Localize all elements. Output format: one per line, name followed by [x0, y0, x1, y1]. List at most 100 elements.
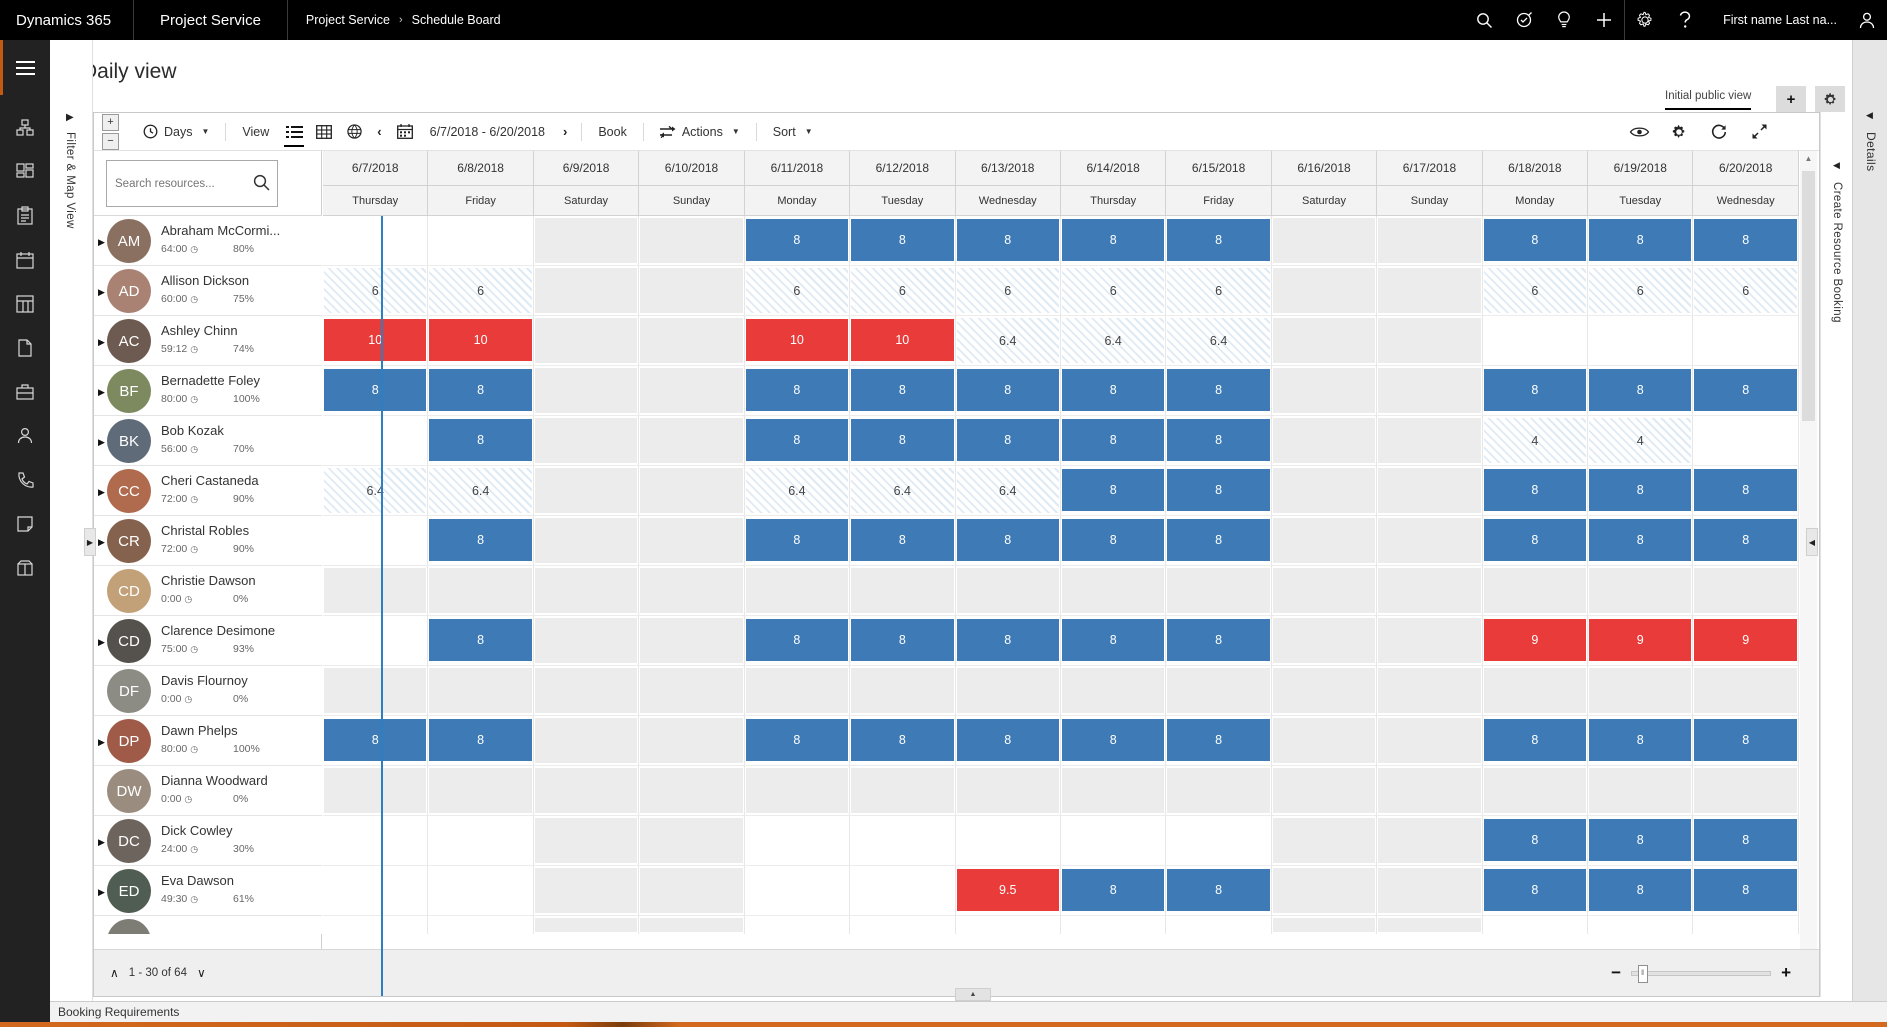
- grid-cell[interactable]: 6: [323, 266, 429, 315]
- booking-bar-overbooked[interactable]: 10: [324, 319, 427, 361]
- grid-cell[interactable]: 8: [1061, 616, 1167, 665]
- booking-bar-partial[interactable]: 6: [1167, 268, 1270, 313]
- scrollbar-thumb[interactable]: [1802, 171, 1815, 421]
- grid-cell[interactable]: [323, 816, 429, 865]
- booking-bar-booked[interactable]: 8: [1167, 619, 1270, 661]
- grid-cell[interactable]: 8: [1588, 516, 1694, 565]
- calendar-icon[interactable]: [390, 117, 420, 147]
- details-panel[interactable]: ◀ Details: [1852, 40, 1887, 1027]
- grid-cell[interactable]: [1693, 416, 1799, 465]
- expand-row-icon[interactable]: ▶: [98, 337, 105, 347]
- grid-cell[interactable]: [1588, 916, 1694, 934]
- grid-cell[interactable]: [534, 816, 640, 865]
- grid-cell[interactable]: [1272, 566, 1378, 615]
- grid-cell[interactable]: 8: [428, 616, 534, 665]
- booking-bar-partial[interactable]: 6: [851, 268, 954, 313]
- grid-cell[interactable]: 8: [1166, 516, 1272, 565]
- booking-bar-partial[interactable]: 6.4: [1061, 318, 1165, 363]
- grid-cell[interactable]: 8: [745, 716, 851, 765]
- collapse-left-icon[interactable]: ◀: [1866, 110, 1873, 120]
- search-icon[interactable]: [1464, 0, 1504, 40]
- grid-cell[interactable]: 9: [1693, 616, 1799, 665]
- grid-cell[interactable]: 10: [428, 316, 534, 365]
- grid-cell[interactable]: [639, 666, 745, 715]
- resource-row[interactable]: ▶ DC Dick Cowley 24:00 ◷ 30%: [94, 816, 322, 866]
- grid-cell[interactable]: 8: [1693, 866, 1799, 915]
- grid-cell[interactable]: [956, 916, 1061, 934]
- grid-cell[interactable]: 6.4: [956, 316, 1061, 365]
- grid-cell[interactable]: [745, 566, 851, 615]
- board-icon[interactable]: [0, 284, 50, 324]
- booking-bar-booked[interactable]: 8: [1061, 369, 1165, 411]
- grid-cell[interactable]: 8: [1693, 366, 1799, 415]
- grid-cell[interactable]: [428, 666, 534, 715]
- grid-cell[interactable]: [1483, 916, 1589, 934]
- grid-cell[interactable]: [1272, 316, 1378, 365]
- grid-cell[interactable]: [1483, 666, 1589, 715]
- booking-bar-partial[interactable]: 6.4: [1167, 318, 1270, 363]
- grid-cell[interactable]: [534, 416, 640, 465]
- expand-row-icon[interactable]: ▶: [98, 287, 105, 297]
- dashboard-icon[interactable]: [0, 152, 50, 192]
- grid-cell[interactable]: 8: [1588, 216, 1694, 265]
- grid-cell[interactable]: [1377, 516, 1483, 565]
- grid-cell[interactable]: 6: [745, 266, 851, 315]
- search-input[interactable]: [115, 161, 245, 206]
- grid-cell[interactable]: [639, 916, 745, 934]
- booking-bar-booked[interactable]: 8: [851, 219, 954, 261]
- grid-cell[interactable]: [850, 816, 956, 865]
- booking-bar-booked[interactable]: 8: [1694, 469, 1797, 511]
- grid-cell[interactable]: [956, 766, 1061, 815]
- eye-icon[interactable]: [1619, 117, 1659, 147]
- grid-cell[interactable]: [745, 666, 851, 715]
- task-check-icon[interactable]: [1504, 0, 1544, 40]
- clipboard-icon[interactable]: [0, 196, 50, 236]
- booking-bar-booked[interactable]: 8: [1061, 419, 1165, 461]
- grid-cell[interactable]: [323, 216, 429, 265]
- booking-bar-booked[interactable]: 8: [429, 419, 532, 461]
- grid-cell[interactable]: 8: [1061, 516, 1167, 565]
- booking-bar-booked[interactable]: 8: [1483, 469, 1587, 511]
- expand-bottom-panel-button[interactable]: ▲: [955, 988, 991, 1001]
- grid-cell[interactable]: [323, 916, 429, 934]
- booking-bar-booked[interactable]: 8: [956, 719, 1059, 761]
- resource-row-partial[interactable]: [94, 916, 322, 934]
- note-icon[interactable]: [0, 504, 50, 544]
- grid-cell[interactable]: [323, 666, 429, 715]
- grid-cell[interactable]: 8: [1166, 216, 1272, 265]
- grid-cell[interactable]: [639, 416, 745, 465]
- grid-cell[interactable]: [1272, 516, 1378, 565]
- grid-cell[interactable]: [428, 816, 534, 865]
- grid-cell[interactable]: 8: [850, 416, 956, 465]
- booking-bar-booked[interactable]: 8: [1167, 869, 1270, 911]
- resource-row[interactable]: DF Davis Flournoy 0:00 ◷ 0%: [94, 666, 322, 716]
- booking-bar-booked[interactable]: 8: [1694, 869, 1797, 911]
- grid-cell[interactable]: [1483, 566, 1589, 615]
- grid-cell[interactable]: [1061, 566, 1167, 615]
- booking-bar-booked[interactable]: 8: [851, 419, 954, 461]
- booking-bar-overbooked[interactable]: 10: [851, 319, 954, 361]
- booking-bar-overbooked[interactable]: 9.5: [956, 869, 1059, 911]
- booking-bar-partial[interactable]: 6: [745, 268, 849, 313]
- gear-icon[interactable]: [1625, 0, 1665, 40]
- grid-cell[interactable]: [1377, 866, 1483, 915]
- booking-bar-booked[interactable]: 8: [1483, 869, 1587, 911]
- grid-cell[interactable]: 8: [1166, 366, 1272, 415]
- booking-bar-partial[interactable]: 4: [1483, 418, 1587, 463]
- grid-cell[interactable]: [1693, 316, 1799, 365]
- booking-bar-booked[interactable]: 8: [1694, 719, 1797, 761]
- booking-bar-booked[interactable]: 8: [1167, 469, 1270, 511]
- booking-bar-partial[interactable]: 4: [1589, 418, 1692, 463]
- grid-cell[interactable]: [428, 866, 534, 915]
- grid-cell[interactable]: [1693, 566, 1799, 615]
- grid-cell[interactable]: [1588, 566, 1694, 615]
- resource-row[interactable]: CD Christie Dawson 0:00 ◷ 0%: [94, 566, 322, 616]
- person-icon[interactable]: [1847, 0, 1887, 40]
- booking-bar-booked[interactable]: 8: [1167, 369, 1270, 411]
- grid-cell[interactable]: [745, 816, 851, 865]
- grid-cell[interactable]: [1693, 666, 1799, 715]
- grid-cell[interactable]: 6.4: [850, 466, 956, 515]
- booking-bar-partial[interactable]: 6: [1061, 268, 1165, 313]
- grid-cell[interactable]: [534, 766, 640, 815]
- phone-icon[interactable]: [0, 460, 50, 500]
